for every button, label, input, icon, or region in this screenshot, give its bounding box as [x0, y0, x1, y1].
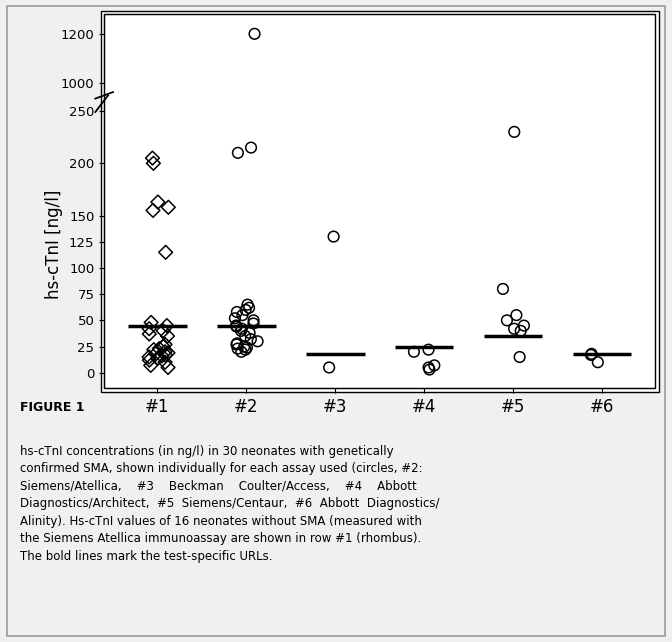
Point: [248, 315, 259, 325]
Point: [144, 329, 155, 339]
Y-axis label: hs-cTnI [ng/l]: hs-cTnI [ng/l]: [46, 190, 63, 299]
Point: [246, 143, 257, 153]
Point: [509, 126, 519, 137]
Point: [252, 336, 263, 347]
Point: [324, 362, 335, 372]
Point: [514, 352, 525, 362]
Point: [157, 351, 167, 361]
Point: [586, 349, 597, 359]
Point: [163, 348, 173, 358]
Point: [161, 320, 172, 331]
Point: [153, 197, 163, 207]
Point: [144, 324, 155, 334]
Point: [158, 342, 169, 352]
Text: hs-cTnI concentrations (in ng/l) in 30 neonates with genetically
confirmed SMA, : hs-cTnI concentrations (in ng/l) in 30 n…: [20, 444, 439, 562]
Point: [233, 343, 243, 354]
Point: [231, 307, 242, 317]
Point: [241, 342, 252, 352]
Point: [154, 343, 165, 354]
Point: [233, 148, 243, 158]
Point: [240, 345, 251, 355]
Point: [163, 202, 174, 213]
Point: [241, 305, 251, 315]
Point: [239, 342, 249, 352]
Point: [158, 325, 169, 336]
Point: [501, 315, 512, 325]
Point: [409, 347, 419, 357]
Point: [160, 347, 171, 357]
Point: [585, 350, 596, 360]
Point: [230, 320, 241, 331]
Point: [153, 353, 163, 363]
Point: [160, 357, 171, 367]
Point: [237, 324, 247, 334]
Point: [509, 324, 519, 334]
Point: [148, 158, 159, 168]
Point: [244, 302, 255, 313]
Point: [160, 340, 171, 350]
Point: [236, 325, 247, 336]
Point: [151, 349, 161, 359]
Point: [144, 352, 155, 362]
Point: [232, 338, 243, 349]
Point: [145, 360, 156, 370]
Point: [429, 360, 439, 370]
Point: [231, 322, 242, 332]
Point: [424, 365, 435, 375]
Point: [236, 347, 247, 357]
Point: [249, 29, 260, 39]
Point: [160, 350, 171, 360]
Point: [237, 310, 248, 320]
Point: [245, 334, 256, 344]
Point: [511, 310, 521, 320]
Point: [519, 320, 530, 331]
Point: [162, 331, 173, 341]
Text: FIGURE 1: FIGURE 1: [20, 401, 85, 414]
Point: [161, 247, 171, 257]
Point: [149, 345, 159, 355]
Point: [515, 325, 526, 336]
Point: [423, 362, 434, 372]
Point: [148, 205, 159, 216]
Point: [240, 331, 251, 341]
Point: [497, 284, 508, 294]
Point: [144, 355, 155, 365]
Point: [248, 318, 259, 329]
Point: [244, 328, 255, 338]
Point: [146, 317, 157, 327]
Point: [593, 357, 603, 367]
Point: [423, 345, 434, 355]
Point: [242, 300, 253, 310]
Point: [328, 232, 339, 242]
Point: [231, 340, 242, 350]
Point: [230, 313, 241, 324]
Point: [147, 153, 158, 163]
Point: [163, 362, 173, 372]
